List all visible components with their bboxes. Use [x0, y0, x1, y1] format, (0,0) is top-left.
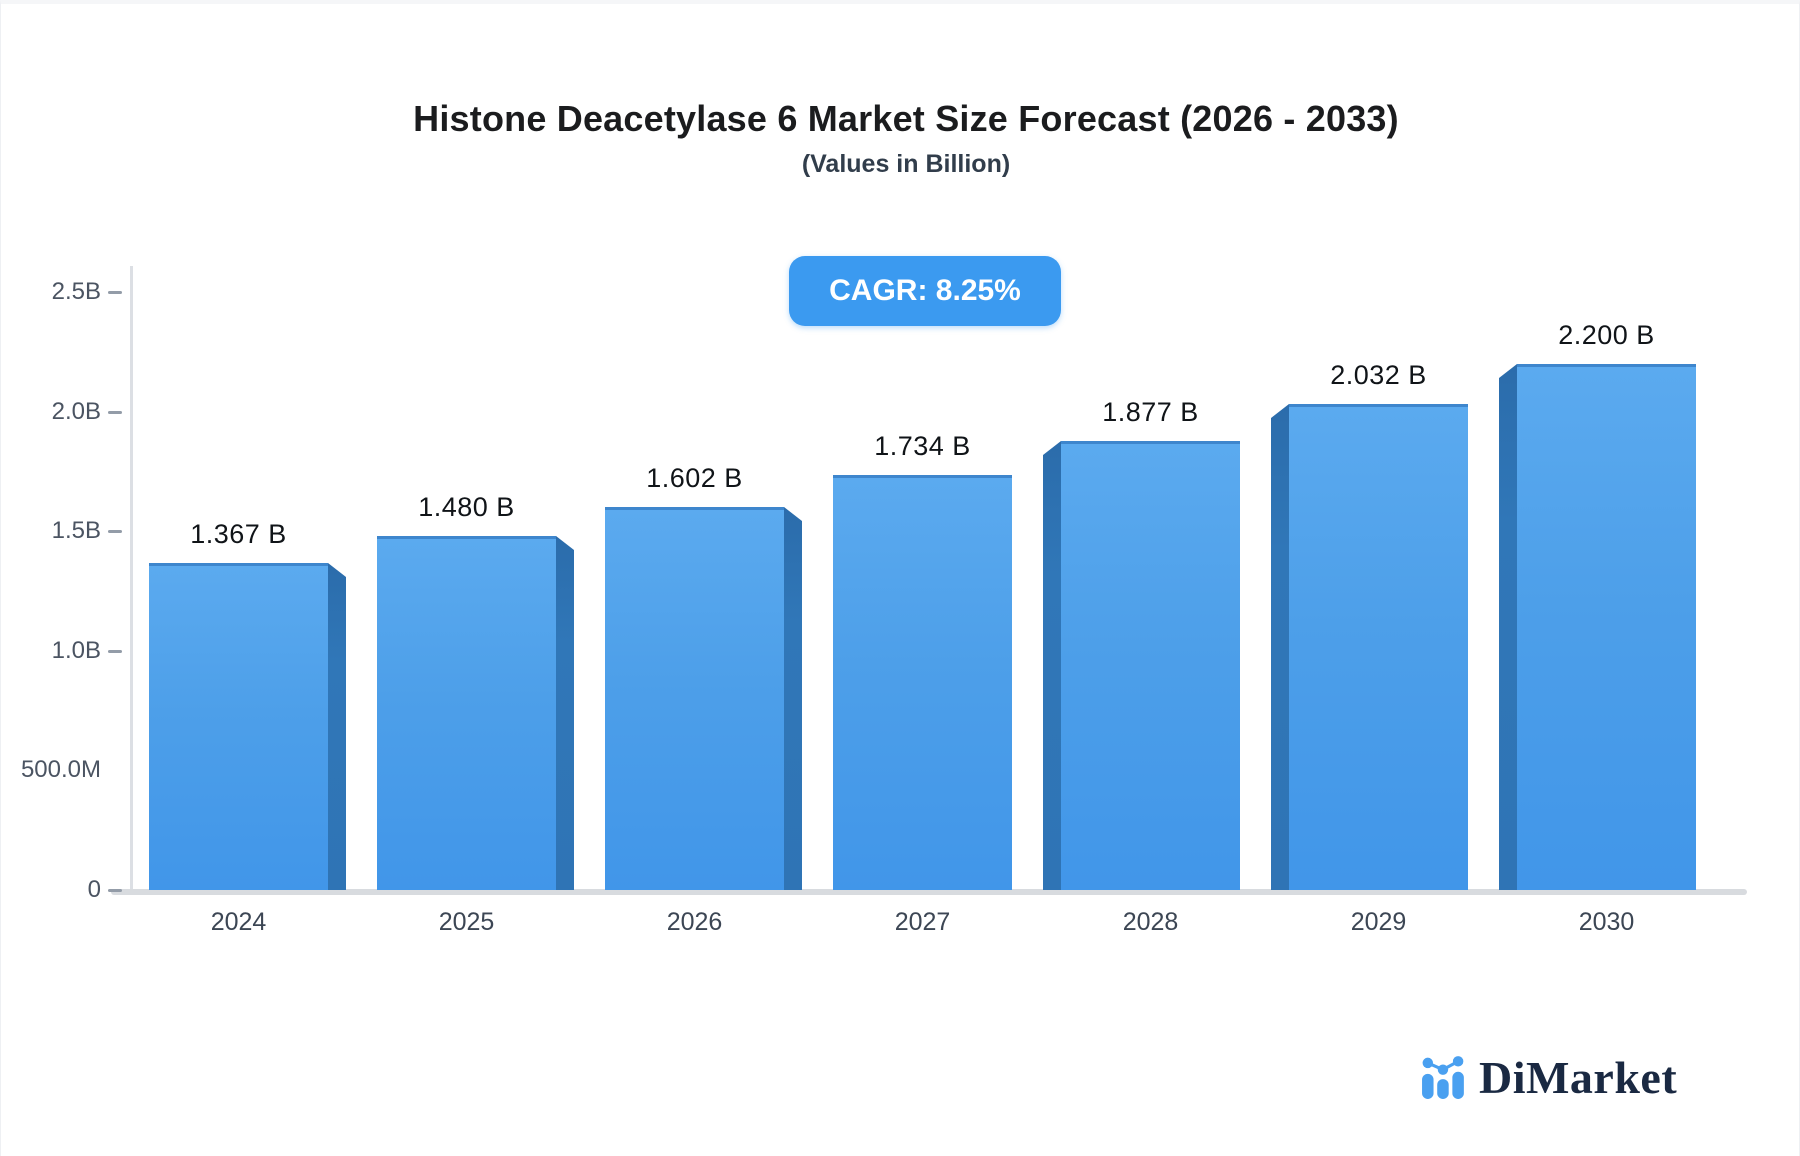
bar-value-label: 1.734 B	[874, 431, 971, 461]
y-axis	[130, 266, 133, 895]
x-axis-label: 2028	[1122, 908, 1179, 936]
bar-side-face	[556, 536, 574, 890]
y-tick-dash	[108, 530, 122, 533]
logo-text: DiMarket	[1479, 1051, 1678, 1103]
y-tick-label: 1.5B	[51, 517, 101, 544]
y-tick-dash	[108, 411, 122, 414]
bar-line-chart-icon	[1422, 1056, 1464, 1099]
y-tick-dash	[108, 291, 122, 294]
chart-title: Histone Deacetylase 6 Market Size Foreca…	[413, 98, 1399, 139]
x-axis	[111, 889, 1747, 895]
bar-2026[interactable]	[605, 507, 784, 890]
y-tick-label: 1.0B	[51, 637, 101, 664]
bar-value-label: 1.480 B	[418, 492, 515, 522]
y-tick-label: 2.0B	[51, 398, 101, 425]
y-tick-dash	[108, 889, 122, 892]
bar-2025[interactable]	[377, 536, 556, 890]
bar-2027[interactable]	[833, 475, 1012, 890]
bar-side-face	[1271, 404, 1289, 890]
cagr-badge-label: CAGR: 8.25%	[829, 274, 1021, 307]
x-axis-label: 2025	[438, 908, 495, 936]
bar-side-face	[784, 507, 802, 890]
y-tick-label: 500.0M	[20, 756, 101, 783]
y-tick-label: 2.5B	[51, 278, 101, 305]
bar-value-label: 2.032 B	[1330, 360, 1427, 390]
bar-side-face	[1499, 364, 1517, 890]
bar-side-face	[328, 563, 346, 890]
logo[interactable]: DiMarket	[1421, 1044, 1711, 1110]
bar-2024[interactable]	[149, 563, 328, 890]
chart-subtitle: (Values in Billion)	[801, 150, 1011, 178]
bar-2028[interactable]	[1061, 441, 1240, 890]
bar-2030[interactable]	[1517, 364, 1696, 890]
x-axis-label: 2024	[210, 908, 267, 936]
y-tick-label: 0	[87, 876, 101, 903]
bar-side-face	[1043, 441, 1061, 890]
y-tick-dash	[108, 650, 122, 653]
bar-value-label: 2.200 B	[1558, 320, 1655, 350]
bar-value-label: 1.602 B	[646, 463, 743, 493]
bar-2029[interactable]	[1289, 404, 1468, 890]
bar-value-label: 1.367 B	[190, 519, 287, 549]
x-axis-label: 2026	[666, 908, 723, 936]
cagr-badge: CAGR: 8.25%	[789, 256, 1061, 326]
bar-value-label: 1.877 B	[1102, 397, 1199, 427]
x-axis-label: 2030	[1578, 908, 1635, 936]
x-axis-label: 2029	[1350, 908, 1407, 936]
x-axis-label: 2027	[894, 908, 951, 936]
